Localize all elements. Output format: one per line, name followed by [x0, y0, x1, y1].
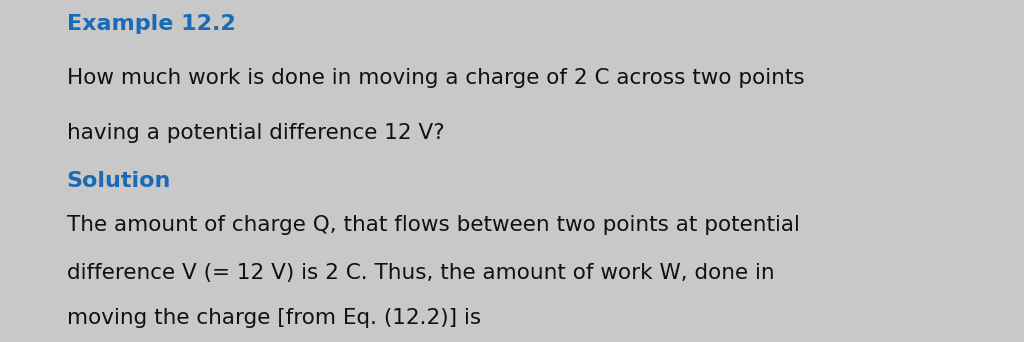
- Text: The amount of charge Q, that flows between two points at potential: The amount of charge Q, that flows betwe…: [67, 215, 800, 235]
- Text: How much work is done in moving a charge of 2 C across two points: How much work is done in moving a charge…: [67, 68, 804, 88]
- Text: difference V (= 12 V) is 2 C. Thus, the amount of work W, done in: difference V (= 12 V) is 2 C. Thus, the …: [67, 263, 774, 283]
- Text: moving the charge [from Eq. (12.2)] is: moving the charge [from Eq. (12.2)] is: [67, 308, 480, 328]
- Text: having a potential difference 12 V?: having a potential difference 12 V?: [67, 123, 444, 143]
- Text: Solution: Solution: [67, 171, 171, 191]
- Text: Example 12.2: Example 12.2: [67, 14, 236, 34]
